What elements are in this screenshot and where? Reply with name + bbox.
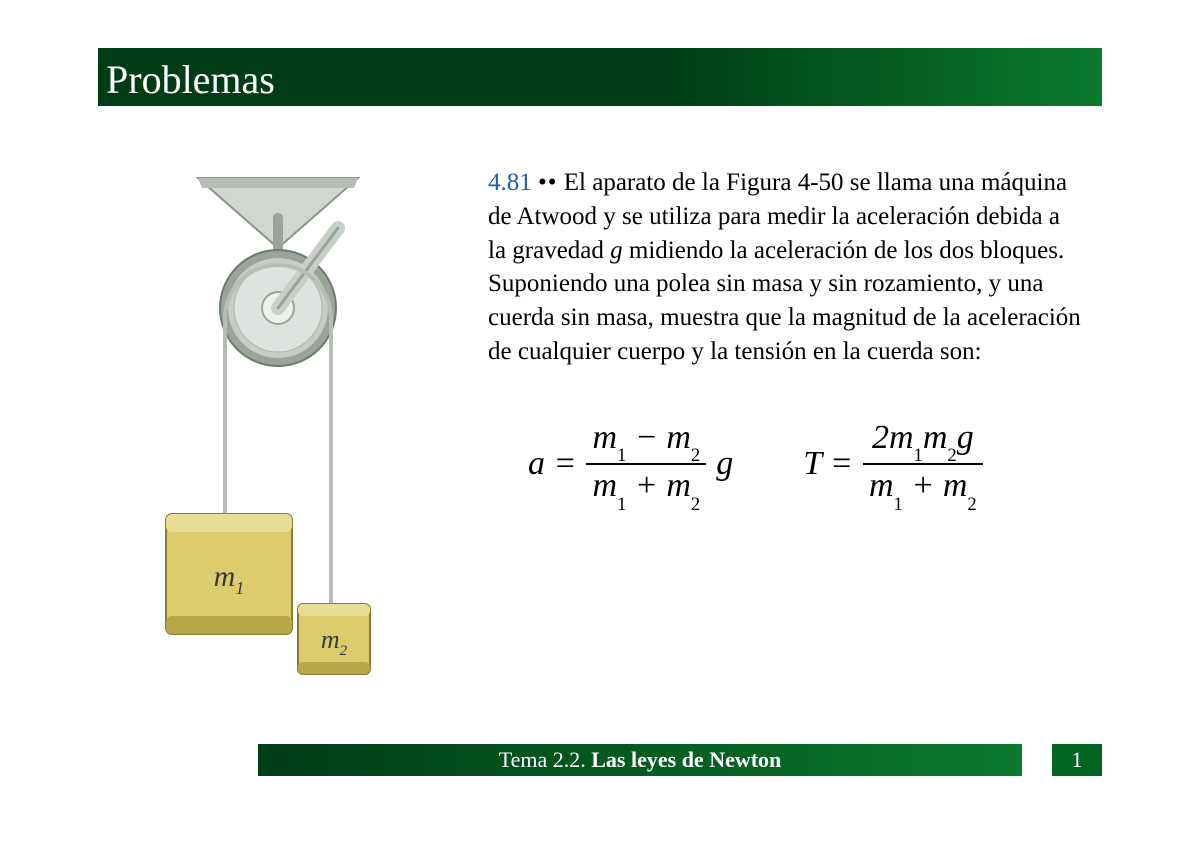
footer-prefix: Tema 2.2.: [499, 747, 586, 773]
g-symbol: g: [610, 237, 623, 264]
slide-footer: Tema 2.2. Las leyes de Newton 1: [98, 744, 1102, 776]
equations-row: a = m1 − m2 m1 + m2 g T = 2m1m2g m1 + m2: [488, 419, 1082, 511]
a-lhs: a =: [528, 445, 576, 483]
T-fraction: 2m1m2g m1 + m2: [863, 419, 983, 511]
mass1-sub: 1: [235, 578, 244, 598]
atwood-machine-diagram: m1 m2: [128, 158, 428, 718]
page-number: 1: [1052, 744, 1102, 776]
footer-text: Tema 2.2. Las leyes de Newton: [258, 744, 1022, 776]
equation-acceleration: a = m1 − m2 m1 + m2 g: [528, 419, 733, 511]
mass1-label: m: [214, 560, 236, 593]
difficulty-dots: ••: [538, 169, 558, 196]
a-rhs: g: [716, 445, 733, 483]
T-lhs: T =: [803, 445, 853, 483]
footer-bold: Las leyes de Newton: [591, 747, 781, 773]
slide-title: Problemas: [106, 56, 275, 103]
mass2-label: m: [321, 625, 340, 654]
text-column: 4.81 •• El aparato de la Figura 4-50 se …: [458, 148, 1102, 748]
a-fraction: m1 − m2 m1 + m2: [586, 419, 706, 511]
slide-title-bar: Problemas: [98, 48, 1102, 106]
diagram-column: m1 m2: [98, 148, 458, 748]
problem-number: 4.81: [488, 169, 532, 196]
problem-statement: 4.81 •• El aparato de la Figura 4-50 se …: [488, 166, 1082, 369]
mass2-sub: 2: [340, 643, 348, 659]
equation-tension: T = 2m1m2g m1 + m2: [803, 419, 983, 511]
slide-content: m1 m2 4.81 •• El aparato de la Figura 4-…: [98, 148, 1102, 748]
